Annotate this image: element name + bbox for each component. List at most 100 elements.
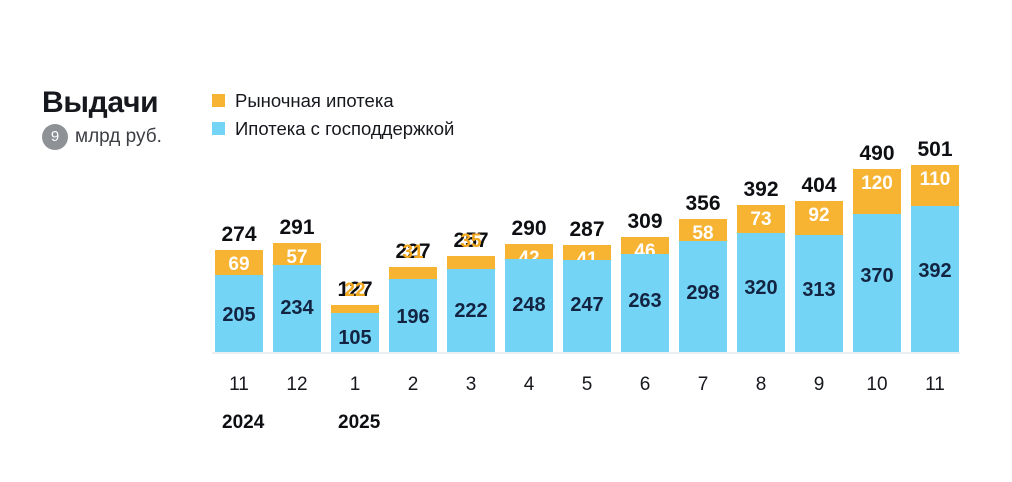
bar-column[interactable]: 291 57 234 — [273, 217, 321, 352]
bar-value-state: 234 — [280, 296, 314, 319]
bar-column[interactable]: 309 46 263 — [621, 211, 669, 352]
bar-segment-state[interactable]: 222 — [447, 269, 495, 352]
bar-value-market: 110 — [919, 168, 951, 190]
bar-total-label: 274 — [221, 222, 257, 246]
bar-value-market: 22 — [344, 279, 366, 301]
bar-segment-market[interactable]: 46 — [621, 236, 669, 261]
x-axis-tick-12: 12 — [286, 374, 308, 395]
bar-segment-state[interactable]: 205 — [215, 275, 263, 352]
x-axis-tick-11: 11 — [229, 374, 249, 395]
bar-segment-state[interactable]: 248 — [505, 259, 553, 352]
chart-header: Выдачи 9 млрд руб. Рыночная ипотека Ипоте… — [0, 86, 1012, 156]
legend-item-market[interactable]: Рыночная ипотека — [212, 88, 454, 113]
bar-total-label: 291 — [279, 216, 315, 240]
bar-value-state: 370 — [860, 265, 894, 288]
bar-total-label: 356 — [685, 192, 721, 216]
bar-total-label: 257 — [453, 229, 489, 253]
bar-total-label: 309 — [627, 209, 663, 233]
bar-total-label: 127 — [337, 277, 373, 301]
bar-segment-state[interactable]: 313 — [795, 235, 843, 352]
bar-column[interactable]: 356 58 298 — [679, 193, 727, 352]
x-axis-tick-8: 8 — [755, 374, 767, 395]
legend-swatch-market — [212, 94, 225, 107]
bar-column[interactable]: 404 92 313 — [795, 175, 843, 352]
bar-segment-market[interactable]: 69 — [215, 249, 263, 276]
x-axis-tick-6: 6 — [639, 374, 651, 395]
bar-column[interactable]: 287 41 247 — [563, 219, 611, 352]
x-axis-tick-5: 5 — [581, 374, 593, 395]
bar-segment-market[interactable]: 110 — [911, 164, 959, 206]
bar-segment-market[interactable]: 35 — [447, 232, 495, 270]
bar-segment-market[interactable]: 92 — [795, 200, 843, 236]
bar-segment-market[interactable]: 120 — [853, 169, 901, 214]
bar-value-market: 120 — [861, 173, 893, 195]
bar-segment-market[interactable]: 42 — [505, 243, 553, 268]
x-axis-tick-4: 4 — [523, 374, 535, 395]
bar-value-market: 31 — [402, 242, 424, 264]
bar-total-label: 404 — [801, 173, 837, 197]
bar-segment-market[interactable]: 57 — [273, 243, 321, 269]
bar-segment-state[interactable]: 320 — [737, 232, 785, 352]
status-badge: 9 — [42, 124, 68, 150]
bar-value-market: 92 — [808, 204, 830, 226]
bar-segment-market[interactable]: 31 — [389, 243, 437, 279]
page-title: Выдачи — [42, 86, 159, 119]
bar-column[interactable]: 257 35 222 — [447, 230, 495, 352]
legend-label-market: Рыночная ипотека — [235, 89, 394, 111]
bar-value-market: 73 — [750, 209, 772, 231]
bar-value-state: 248 — [512, 293, 546, 316]
legend-item-state[interactable]: Ипотека с господдержкой — [212, 116, 454, 141]
bar-total-label: 501 — [917, 137, 953, 161]
x-axis-tick-3: 3 — [465, 374, 477, 395]
bar-segment-state[interactable]: 370 — [853, 213, 901, 352]
legend-swatch-state — [212, 122, 225, 135]
bar-value-state: 298 — [686, 282, 720, 305]
bar-column[interactable]: 392 73 320 — [737, 179, 785, 352]
bar-segment-market[interactable]: 58 — [679, 219, 727, 245]
bar-value-market: 35 — [460, 231, 482, 253]
bar-column[interactable]: 290 42 248 — [505, 218, 553, 352]
bar-segment-state[interactable]: 263 — [621, 253, 669, 352]
chart-legend: Рыночная ипотека Ипотека с господдержкой — [212, 88, 454, 144]
bar-segment-market[interactable]: 22 — [331, 281, 379, 313]
title-group: Выдачи 9 млрд руб. — [42, 86, 202, 150]
bar-segment-state[interactable]: 247 — [563, 259, 611, 352]
bar-segment-market[interactable]: 73 — [737, 205, 785, 233]
bar-value-state: 320 — [744, 276, 778, 299]
bar-segment-market[interactable]: 41 — [563, 244, 611, 269]
bar-value-state: 222 — [454, 299, 488, 322]
bar-segment-state[interactable]: 392 — [911, 205, 959, 352]
legend-label-state: Ипотека с господдержкой — [235, 117, 455, 139]
bar-segment-state[interactable]: 105 — [331, 312, 379, 352]
bar-total-label: 227 — [395, 240, 431, 264]
bar-total-label: 290 — [511, 216, 547, 240]
bar-column[interactable]: 490 120 370 — [853, 143, 901, 352]
bar-value-state: 105 — [338, 326, 372, 349]
x-axis-year-2024: 2024 — [222, 412, 265, 433]
units-label: млрд руб. — [75, 126, 162, 147]
axis-baseline — [212, 352, 960, 354]
x-axis-year-2025: 2025 — [338, 412, 381, 433]
bar-value-state: 313 — [802, 278, 836, 301]
bar-column[interactable]: 274 69 205 — [215, 224, 263, 352]
bar-column[interactable]: 501 110 392 — [911, 139, 959, 352]
bar-value-state: 247 — [570, 293, 604, 316]
bar-value-state: 263 — [628, 290, 662, 313]
bar-value-state: 392 — [918, 260, 952, 283]
bar-total-label: 287 — [569, 217, 605, 241]
x-axis-tick-10: 10 — [866, 374, 888, 395]
bar-column[interactable]: 227 31 196 — [389, 241, 437, 352]
bar-value-state: 205 — [222, 303, 256, 326]
bar-value-market: 58 — [692, 223, 714, 245]
x-axis-tick-2: 2 — [407, 374, 419, 395]
x-axis-tick-7: 7 — [697, 374, 709, 395]
bar-segment-state[interactable]: 196 — [389, 278, 437, 352]
bar-value-market: 57 — [286, 247, 308, 269]
bar-segment-state[interactable]: 234 — [273, 264, 321, 352]
x-axis-tick-1: 1 — [349, 374, 361, 395]
bar-column[interactable]: 127 22 105 — [331, 279, 379, 352]
subtitle-row: 9 млрд руб. — [42, 124, 202, 150]
bar-segment-state[interactable]: 298 — [679, 240, 727, 352]
bar-value-market: 69 — [228, 253, 250, 275]
